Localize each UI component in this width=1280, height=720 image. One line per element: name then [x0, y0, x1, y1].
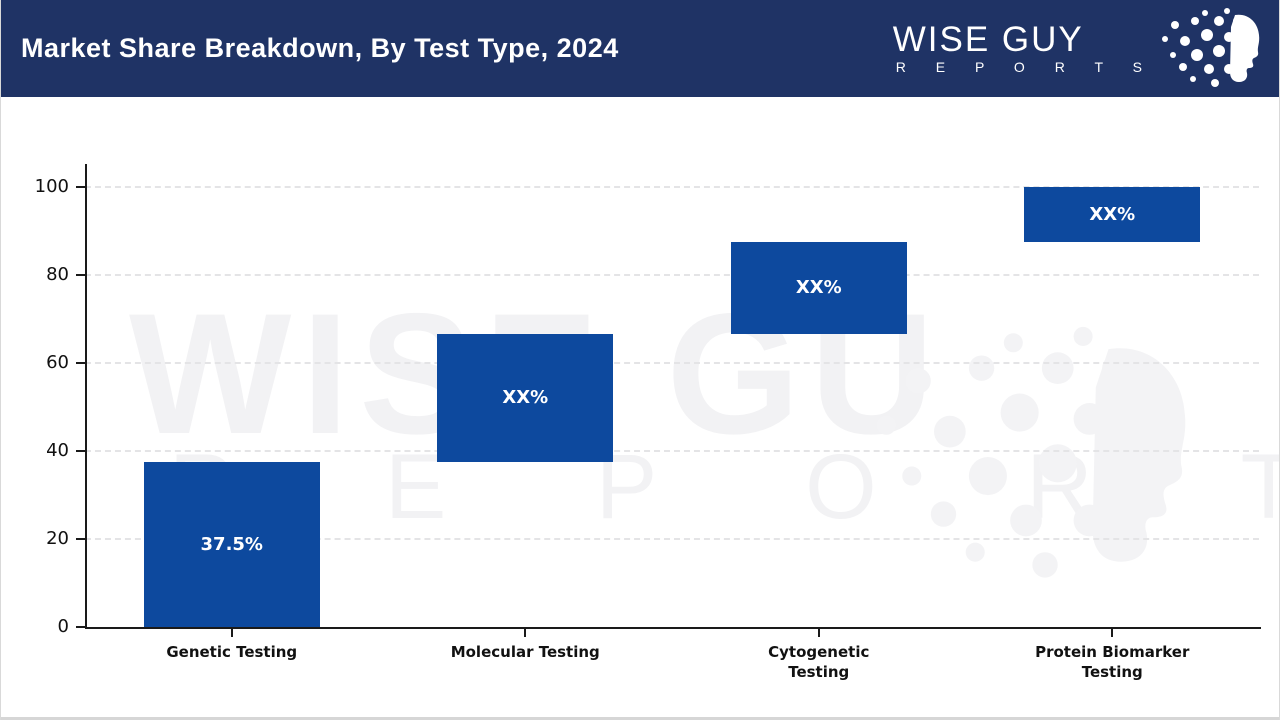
y-tick-mark [76, 274, 85, 276]
wise-guy-logo: WISE GUY R E P O R T S [893, 5, 1261, 93]
x-axis-spine [85, 627, 1261, 629]
gridline [85, 450, 1259, 452]
header: Market Share Breakdown, By Test Type, 20… [1, 0, 1279, 97]
x-category-label: Cytogenetic Testing [768, 643, 870, 681]
y-tick-label: 40 [46, 440, 69, 461]
bar-genetic-testing: 37.5% [143, 462, 320, 627]
gridline [85, 538, 1259, 540]
y-tick-label: 0 [57, 616, 69, 637]
page-title: Market Share Breakdown, By Test Type, 20… [21, 33, 619, 63]
watermark-face-icon [876, 326, 1186, 578]
gridline [85, 362, 1259, 364]
bar-molecular-testing: XX% [437, 333, 614, 462]
chart-area: WISE GU R E P O R T S 02040608010037.5%G… [1, 97, 1279, 717]
x-tick-mark [230, 629, 233, 637]
x-tick-mark [1111, 629, 1114, 637]
logo-text: WISE GUY R E P O R T S [892, 20, 1155, 76]
x-category-label: Protein Biomarker Testing [1035, 643, 1190, 681]
x-category-label: Genetic Testing [166, 643, 298, 661]
y-tick-label: 20 [46, 528, 69, 549]
x-tick-mark [817, 629, 820, 637]
logo-face-icon [1162, 7, 1260, 87]
logo-subtitle: R E P O R T S [895, 59, 1155, 75]
y-tick-label: 80 [46, 264, 69, 285]
y-tick-label: 60 [46, 352, 69, 373]
logo-wordmark: WISE GUY [892, 20, 1084, 59]
bottom-border [1, 717, 1279, 720]
gridline [85, 274, 1259, 276]
y-tick-mark [76, 186, 85, 188]
y-tick-label: 100 [34, 176, 69, 197]
bar-value-label: 37.5% [200, 534, 263, 555]
bar-value-label: XX% [1089, 204, 1136, 225]
y-tick-mark [76, 362, 85, 364]
x-category-label: Molecular Testing [450, 643, 600, 661]
bar-cytogenetic-testing: XX% [730, 242, 907, 334]
bar-value-label: XX% [502, 387, 549, 409]
y-tick-mark [76, 538, 85, 540]
gridline [85, 186, 1259, 188]
y-tick-mark [76, 626, 85, 628]
y-tick-mark [76, 450, 85, 452]
bar-protein-biomarker-testing: XX% [1024, 187, 1201, 242]
y-axis-spine [85, 164, 87, 627]
bar-value-label: XX% [795, 277, 842, 299]
x-tick-mark [524, 629, 527, 637]
